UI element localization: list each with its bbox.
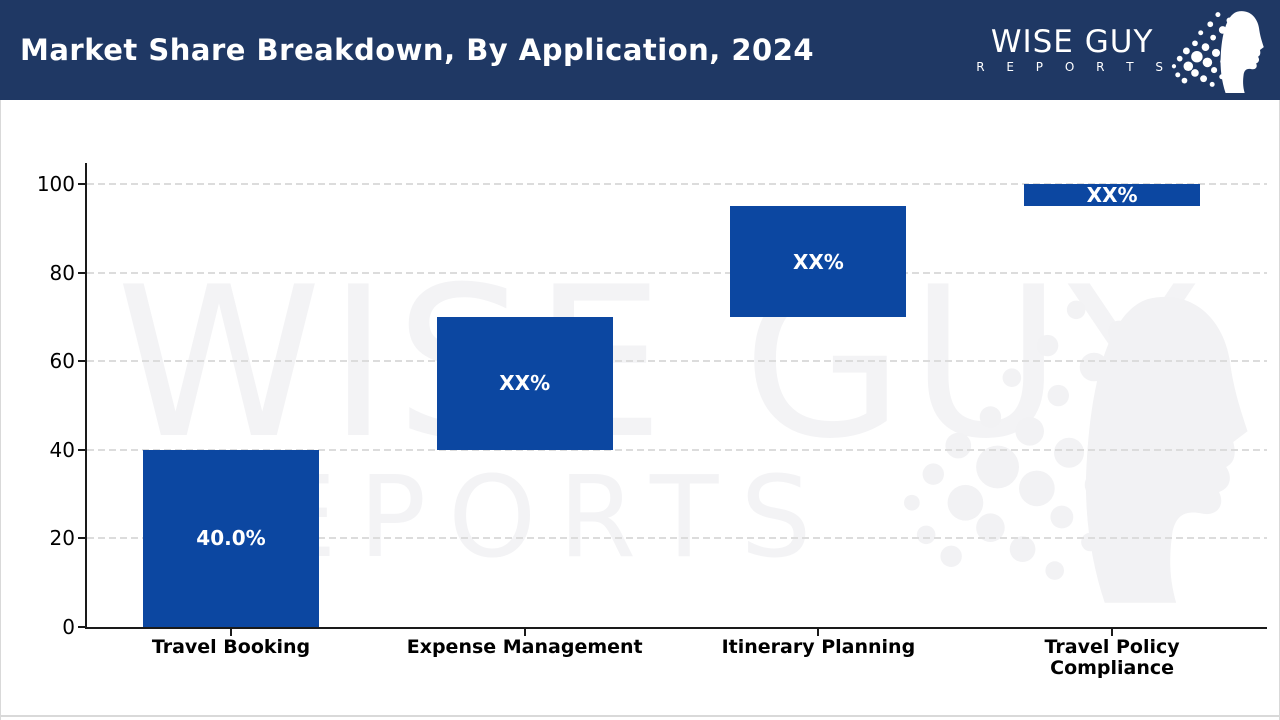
header-bar: Market Share Breakdown, By Application, … <box>0 0 1280 100</box>
chart-card: WISE GUY REPORTS 0 20 40 60 80 100 40.0% Travel… <box>0 100 1280 720</box>
y-tick-label-20: 20 <box>49 526 75 551</box>
bar-value-label: XX% <box>499 371 551 396</box>
bar-itinerary-planning: XX% <box>730 206 907 317</box>
page-title: Market Share Breakdown, By Application, … <box>20 33 815 67</box>
gridline-20 <box>87 537 1267 540</box>
y-tick-mark-60 <box>78 360 85 363</box>
x-category-label-2: Itinerary Planning <box>721 636 916 658</box>
x-axis-spine <box>85 627 1267 629</box>
x-category-label-1: Expense Management <box>406 636 643 658</box>
x-tick-mark-1 <box>523 629 526 636</box>
y-tick-label-0: 0 <box>62 615 75 639</box>
y-tick-label-80: 80 <box>49 260 75 285</box>
bar-value-label: 40.0% <box>196 526 266 551</box>
y-tick-label-100: 100 <box>36 172 75 196</box>
brand-subname: R E P O R T S <box>976 60 1172 74</box>
bottom-border <box>1 715 1279 717</box>
x-category-label-0: Travel Booking <box>151 636 311 658</box>
bar-travel-policy-compliance: XX% <box>1024 183 1201 208</box>
y-tick-mark-40 <box>78 448 85 451</box>
brand-logo: WISE GUY R E P O R T S <box>972 0 1272 100</box>
x-category-label-3: Travel Policy Compliance <box>1044 636 1180 679</box>
x-tick-mark-2 <box>817 629 820 636</box>
gridline-60 <box>87 360 1267 363</box>
gridline-40 <box>87 448 1267 451</box>
plot-area: 0 20 40 60 80 100 40.0% Travel Booking XX% Expens… <box>1 100 1279 720</box>
y-axis-spine <box>85 163 87 629</box>
y-tick-label-40: 40 <box>49 437 75 462</box>
bar-expense-management: XX% <box>436 316 613 450</box>
gridline-100 <box>87 183 1267 185</box>
y-tick-mark-20 <box>78 537 85 540</box>
dotted-head-profile-icon <box>1171 11 1264 93</box>
y-tick-mark-100 <box>78 183 85 185</box>
bar-travel-booking: 40.0% <box>143 449 319 627</box>
gridline-80 <box>87 271 1267 274</box>
bar-value-label: XX% <box>792 249 844 274</box>
brand-logo-text: WISE GUY R E P O R T S <box>972 26 1172 74</box>
bar-value-label: XX% <box>1086 183 1138 208</box>
y-tick-mark-0 <box>78 626 85 628</box>
x-tick-mark-3 <box>1111 629 1114 636</box>
y-tick-mark-80 <box>78 271 85 274</box>
x-tick-mark-0 <box>230 629 232 636</box>
y-tick-label-60: 60 <box>49 349 75 374</box>
brand-name: WISE GUY <box>990 24 1154 60</box>
